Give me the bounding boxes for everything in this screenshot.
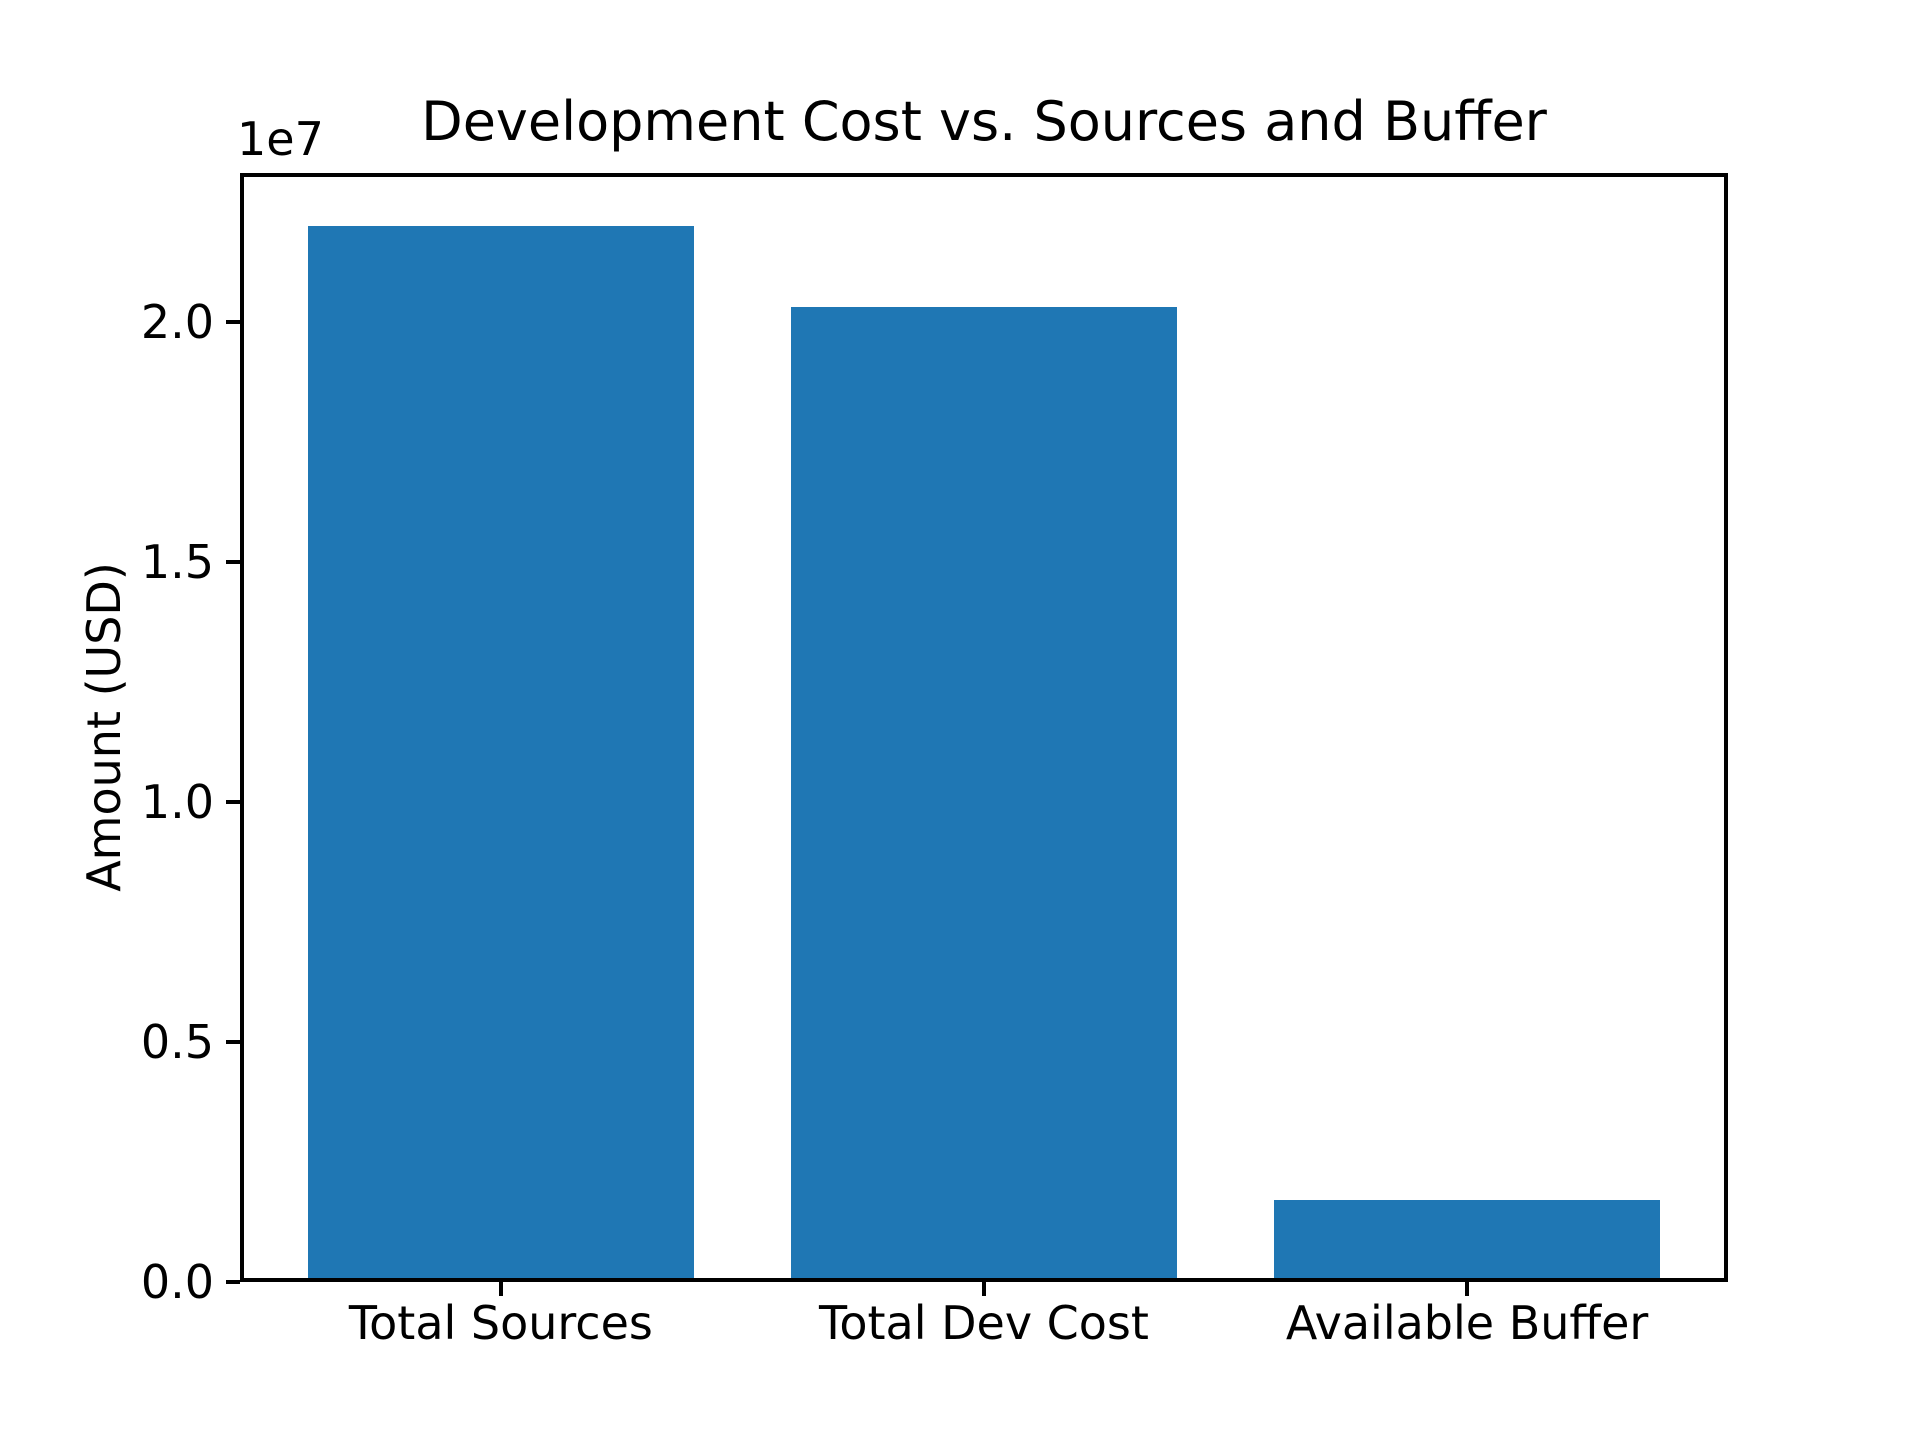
x-tick-label-total-dev-cost: Total Dev Cost: [819, 1296, 1149, 1350]
y-tick-label-1.5: 1.5: [140, 534, 214, 589]
plot-area: [240, 173, 1728, 1282]
y-tick-label-1.0: 1.0: [140, 774, 214, 829]
axes-border: [240, 173, 1728, 1282]
bar-total-dev-cost: [790, 307, 1178, 1282]
y-tick-mark-2.0: [226, 319, 240, 324]
chart-title: Development Cost vs. Sources and Buffer: [421, 90, 1547, 153]
y-tick-mark-0.5: [226, 1039, 240, 1044]
y-tick-mark-1.0: [226, 799, 240, 804]
y-tick-label-2.0: 2.0: [140, 294, 214, 349]
y-axis-offset-label: 1e7: [237, 112, 324, 166]
y-tick-label-0.5: 0.5: [140, 1014, 214, 1069]
bar-total-sources: [307, 225, 695, 1282]
y-tick-mark-0.0: [226, 1280, 240, 1284]
x-tick-label-total-sources: Total Sources: [348, 1296, 653, 1350]
y-tick-mark-1.5: [226, 559, 240, 564]
x-tick-mark-total-dev-cost: [982, 1282, 986, 1296]
x-tick-mark-available-buffer: [1465, 1282, 1470, 1296]
bar-available-buffer: [1273, 1200, 1661, 1282]
x-tick-mark-total-sources: [498, 1282, 503, 1296]
x-tick-label-available-buffer: Available Buffer: [1285, 1296, 1649, 1350]
y-tick-label-0.0: 0.0: [140, 1255, 214, 1309]
y-axis-label: Amount (USD): [77, 562, 131, 892]
